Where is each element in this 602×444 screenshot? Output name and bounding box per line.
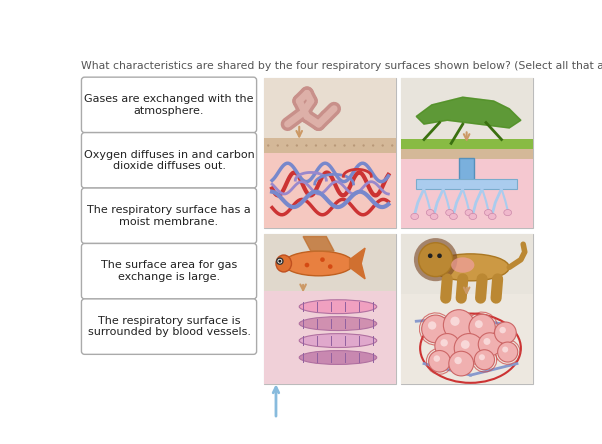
Circle shape — [305, 263, 309, 267]
Polygon shape — [416, 97, 521, 128]
Text: The surface area for gas
exchange is large.: The surface area for gas exchange is lar… — [101, 260, 237, 282]
Circle shape — [362, 144, 365, 147]
Text: Oxygen diffuses in and carbon
dioxide diffuses out.: Oxygen diffuses in and carbon dioxide di… — [84, 150, 255, 171]
Circle shape — [498, 342, 518, 362]
Ellipse shape — [469, 214, 477, 219]
Circle shape — [479, 354, 485, 360]
FancyBboxPatch shape — [401, 294, 533, 385]
Ellipse shape — [430, 214, 438, 219]
Text: The respiratory surface has a
moist membrane.: The respiratory surface has a moist memb… — [87, 205, 251, 226]
Circle shape — [475, 320, 483, 328]
FancyBboxPatch shape — [401, 234, 533, 294]
Circle shape — [483, 338, 491, 345]
Ellipse shape — [426, 210, 434, 216]
Ellipse shape — [450, 214, 458, 219]
Text: What characteristics are shared by the four respiratory surfaces shown below? (S: What characteristics are shared by the f… — [81, 61, 602, 71]
Circle shape — [276, 144, 279, 147]
Circle shape — [469, 314, 495, 341]
FancyBboxPatch shape — [81, 243, 256, 299]
Ellipse shape — [299, 351, 377, 365]
Circle shape — [414, 238, 458, 281]
Circle shape — [435, 333, 460, 358]
FancyBboxPatch shape — [264, 146, 396, 228]
Circle shape — [277, 258, 283, 264]
Circle shape — [455, 333, 483, 363]
Circle shape — [474, 350, 494, 370]
Polygon shape — [303, 237, 334, 251]
Circle shape — [315, 144, 317, 147]
FancyBboxPatch shape — [416, 179, 517, 189]
Polygon shape — [416, 97, 521, 128]
Circle shape — [320, 258, 325, 262]
Circle shape — [343, 144, 346, 147]
FancyBboxPatch shape — [264, 78, 396, 146]
FancyBboxPatch shape — [264, 138, 396, 153]
FancyBboxPatch shape — [401, 139, 533, 150]
Circle shape — [428, 321, 436, 329]
Circle shape — [305, 144, 308, 147]
FancyBboxPatch shape — [264, 234, 396, 385]
Polygon shape — [350, 248, 365, 279]
Text: Gases are exchanged with the
atmosphere.: Gases are exchanged with the atmosphere. — [84, 94, 254, 116]
FancyBboxPatch shape — [401, 78, 533, 228]
Circle shape — [421, 315, 450, 343]
Circle shape — [441, 339, 448, 346]
Circle shape — [433, 355, 440, 362]
Ellipse shape — [284, 251, 353, 276]
FancyBboxPatch shape — [401, 78, 533, 141]
Circle shape — [502, 346, 508, 353]
Circle shape — [267, 144, 269, 147]
FancyBboxPatch shape — [401, 150, 533, 159]
Circle shape — [450, 317, 460, 326]
Circle shape — [494, 322, 517, 344]
FancyBboxPatch shape — [264, 78, 396, 228]
Circle shape — [328, 264, 332, 269]
Circle shape — [382, 144, 384, 147]
Circle shape — [428, 254, 432, 258]
Ellipse shape — [299, 317, 377, 330]
Circle shape — [437, 254, 442, 258]
Ellipse shape — [485, 210, 492, 216]
Circle shape — [372, 144, 374, 147]
Circle shape — [455, 357, 462, 364]
Ellipse shape — [411, 214, 418, 219]
Ellipse shape — [451, 258, 474, 273]
FancyBboxPatch shape — [81, 133, 256, 188]
FancyBboxPatch shape — [401, 141, 533, 228]
FancyBboxPatch shape — [459, 158, 474, 185]
Circle shape — [461, 340, 470, 349]
Circle shape — [296, 144, 298, 147]
Ellipse shape — [445, 210, 453, 216]
Circle shape — [500, 327, 506, 333]
Circle shape — [286, 144, 288, 147]
FancyBboxPatch shape — [81, 188, 256, 243]
Text: The respiratory surface is
surrounded by blood vessels.: The respiratory surface is surrounded by… — [87, 316, 250, 337]
Ellipse shape — [504, 210, 512, 216]
Circle shape — [353, 144, 355, 147]
Circle shape — [391, 144, 393, 147]
Ellipse shape — [432, 254, 509, 281]
Circle shape — [324, 144, 327, 147]
Circle shape — [334, 144, 336, 147]
FancyBboxPatch shape — [264, 234, 396, 291]
Circle shape — [449, 351, 474, 376]
Circle shape — [444, 310, 474, 341]
Circle shape — [429, 350, 450, 372]
Circle shape — [478, 333, 501, 356]
FancyBboxPatch shape — [401, 234, 533, 385]
Ellipse shape — [299, 300, 377, 313]
Ellipse shape — [488, 214, 496, 219]
Circle shape — [278, 260, 281, 263]
FancyBboxPatch shape — [81, 299, 256, 354]
Circle shape — [418, 243, 453, 277]
FancyBboxPatch shape — [264, 291, 396, 385]
Ellipse shape — [276, 255, 291, 272]
Ellipse shape — [299, 333, 377, 348]
Ellipse shape — [465, 210, 473, 216]
FancyBboxPatch shape — [81, 77, 256, 133]
